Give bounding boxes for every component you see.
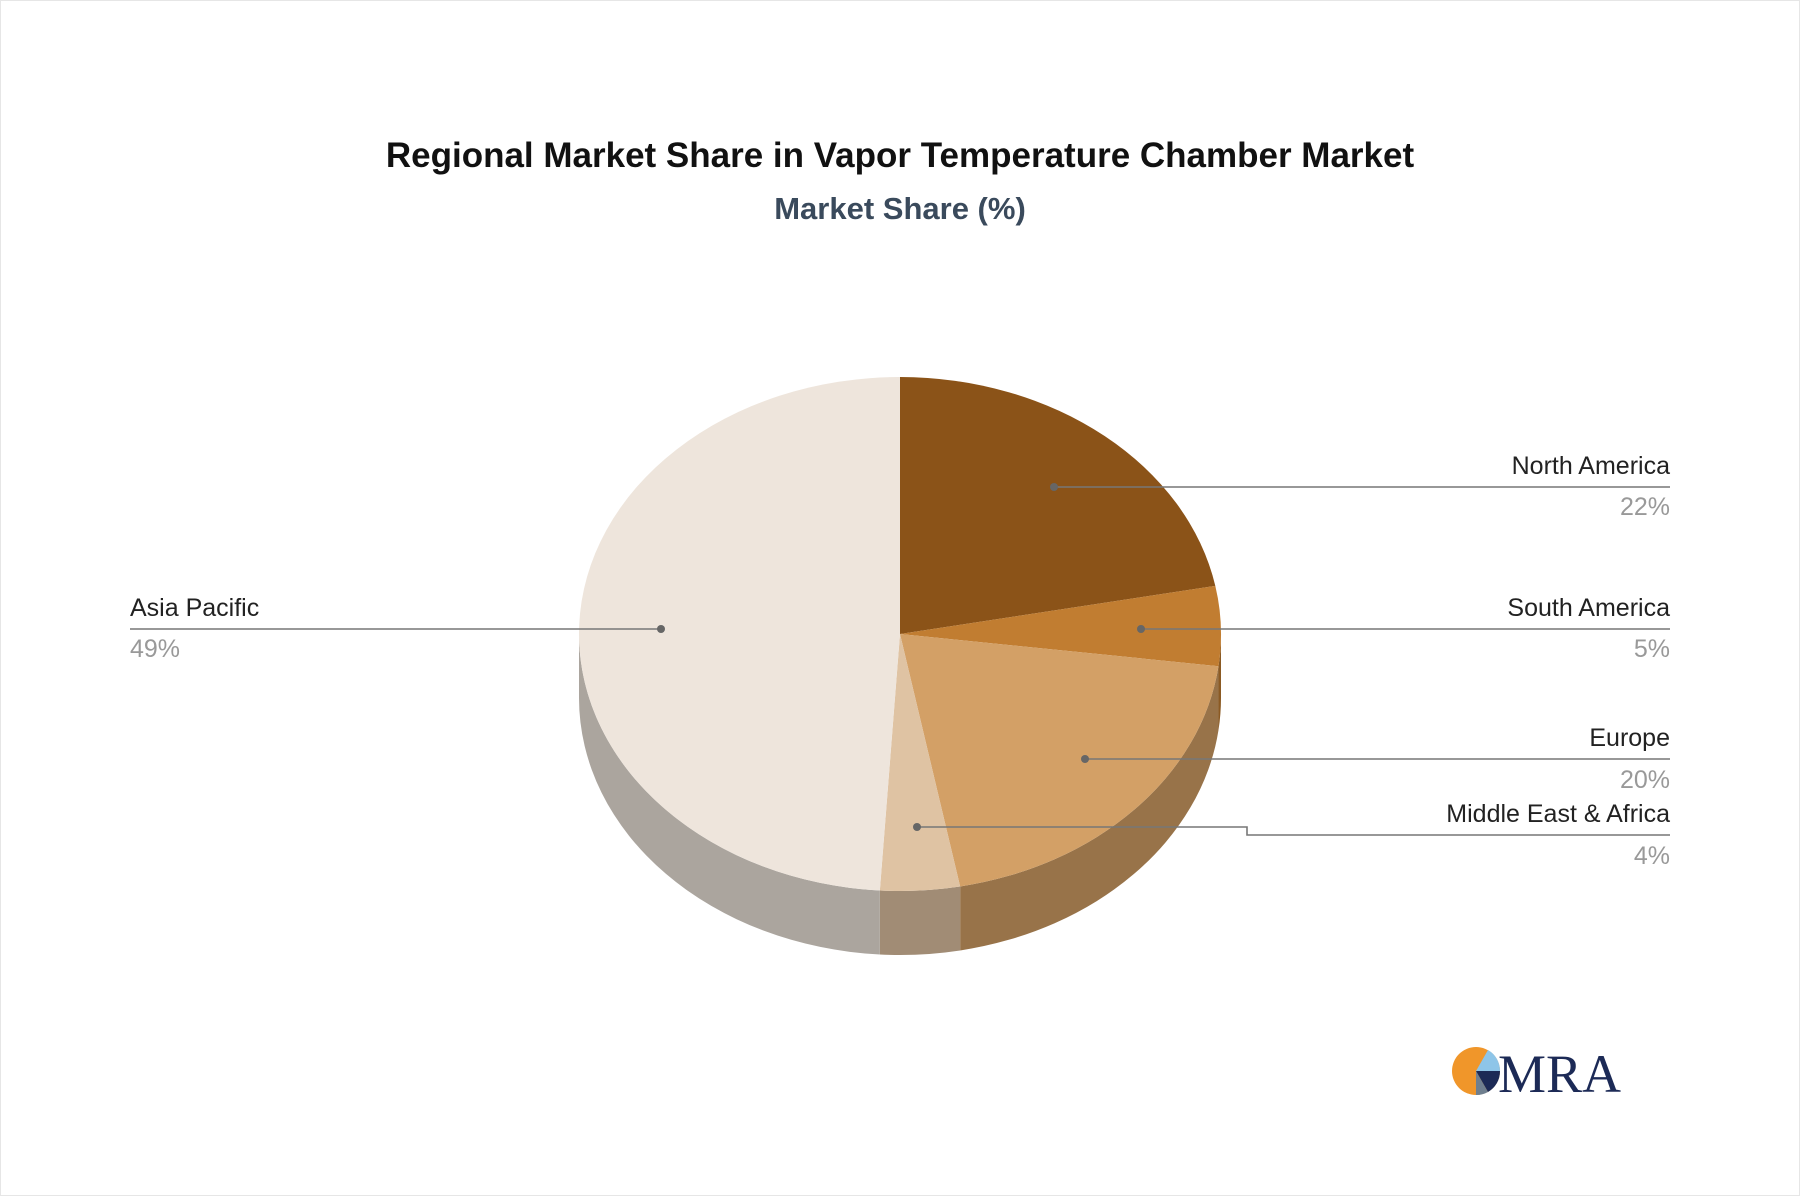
slice-value-south-america: 5% — [1634, 635, 1670, 663]
mra-logo-text: MRA — [1498, 1044, 1621, 1100]
slice-value-middle-east-and-africa: 4% — [1634, 842, 1670, 870]
mra-logo: MRA — [1448, 1040, 1638, 1104]
pie-slice-asia-pacific[interactable] — [579, 377, 900, 891]
slice-label-north-america: North America — [1512, 452, 1670, 480]
leader-dot-asia-pacific — [657, 625, 665, 633]
chart-title: Regional Market Share in Vapor Temperatu… — [385, 136, 1415, 175]
leader-dot-north-america — [1050, 483, 1058, 491]
leader-line-middle-east-and-africa — [917, 826, 1670, 836]
leader-dot-middle-east-and-africa — [913, 823, 921, 831]
slice-value-north-america: 22% — [1620, 493, 1670, 521]
slice-value-europe: 20% — [1620, 766, 1670, 794]
pie-side-south-america — [1218, 634, 1221, 731]
slice-label-asia-pacific: Asia Pacific — [130, 594, 259, 622]
pie-side-europe — [960, 666, 1219, 951]
pie-slice-europe[interactable] — [900, 634, 1219, 887]
slice-label-south-america: South America — [1507, 594, 1670, 622]
pie-slice-north-america[interactable] — [900, 377, 1216, 634]
pie-sides — [579, 634, 1221, 956]
pie-labels: North America 22% South America 5% Europe 20%… — [130, 452, 1670, 870]
pie-side-middle-east-and-africa — [879, 886, 961, 956]
leader-dot-south-america — [1137, 625, 1145, 633]
pie-slices — [579, 377, 1221, 891]
mra-logo-mark-icon — [1452, 1047, 1501, 1096]
pie-side-asia-pacific — [579, 634, 880, 955]
pie-slice-south-america[interactable] — [900, 585, 1221, 667]
slice-label-europe: Europe — [1589, 724, 1670, 752]
slice-label-middle-east-and-africa: Middle East & Africa — [1446, 800, 1670, 828]
leader-dot-europe — [1081, 755, 1089, 763]
slice-value-asia-pacific: 49% — [130, 635, 180, 663]
chart-subtitle: Market Share (%) — [774, 191, 1026, 226]
